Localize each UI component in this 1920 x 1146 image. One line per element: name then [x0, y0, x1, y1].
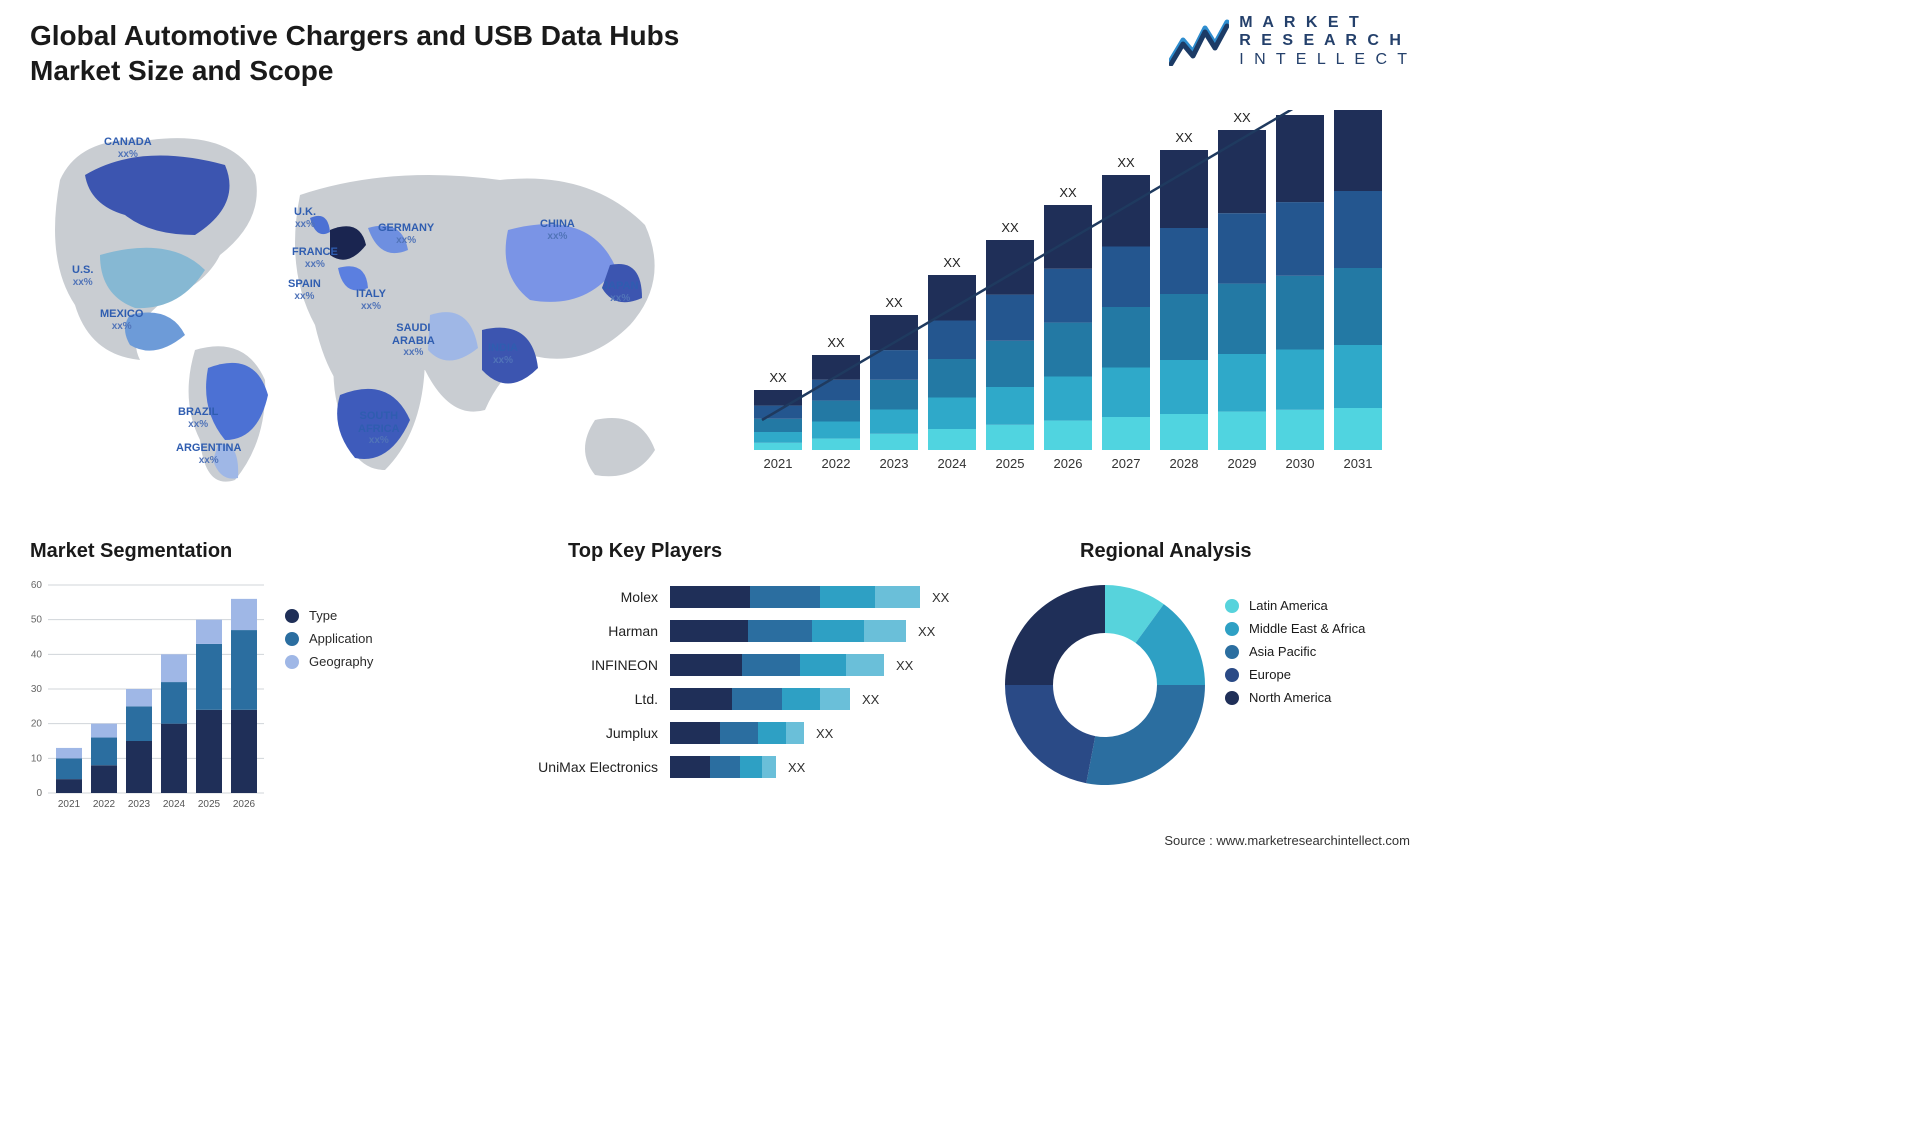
svg-text:10: 10 — [31, 753, 43, 764]
legend-row: Application — [285, 631, 373, 646]
map-label: JAPANxx% — [602, 280, 638, 304]
svg-text:2029: 2029 — [1228, 456, 1257, 471]
map-label: CHINAxx% — [540, 218, 575, 242]
title-text: Global Automotive Chargers and USB Data … — [30, 18, 750, 88]
svg-text:2030: 2030 — [1286, 456, 1315, 471]
legend-row: North America — [1225, 690, 1365, 705]
svg-text:XX: XX — [1233, 110, 1251, 125]
svg-text:XX: XX — [885, 295, 903, 310]
regional-donut — [1000, 580, 1210, 795]
svg-text:2028: 2028 — [1170, 456, 1199, 471]
svg-text:20: 20 — [31, 719, 43, 730]
svg-text:0: 0 — [36, 788, 42, 799]
top-players-heading: Top Key Players — [568, 540, 722, 563]
legend-row: Geography — [285, 654, 373, 669]
map-label: GERMANYxx% — [378, 222, 434, 246]
svg-text:XX: XX — [1059, 185, 1077, 200]
map-label: SAUDIARABIAxx% — [392, 322, 435, 359]
segmentation-legend: Type Application Geography — [285, 600, 373, 677]
svg-text:2026: 2026 — [233, 799, 256, 810]
map-label: FRANCExx% — [292, 246, 338, 270]
logo-line2: R E S E A R C H — [1239, 32, 1404, 49]
player-row: Ltd.XX — [500, 682, 980, 716]
svg-text:40: 40 — [31, 649, 43, 660]
top-players-chart: MolexXXHarmanXXINFINEONXXLtd.XXJumpluxXX… — [500, 580, 980, 784]
legend-row: Europe — [1225, 667, 1365, 682]
logo-line3: I N T E L L E C T — [1239, 51, 1410, 69]
map-label: U.K.xx% — [294, 206, 316, 230]
svg-text:XX: XX — [769, 370, 787, 385]
map-label: MEXICOxx% — [100, 308, 143, 332]
player-row: MolexXX — [500, 580, 980, 614]
svg-text:2025: 2025 — [996, 456, 1025, 471]
legend-row: Middle East & Africa — [1225, 621, 1365, 636]
legend-row: Type — [285, 608, 373, 623]
player-row: JumpluxXX — [500, 716, 980, 750]
map-label: SOUTHAFRICAxx% — [358, 410, 400, 447]
svg-text:XX: XX — [1117, 155, 1135, 170]
svg-text:2024: 2024 — [163, 799, 186, 810]
brand-logo: M A R K E T R E S E A R C H I N T E L L … — [1169, 14, 1410, 69]
segmentation-chart: 0 10 20 30 40 50 60 2021 2022 2023 2024 2025 2026 — [18, 575, 268, 815]
player-row: UniMax ElectronicsXX — [500, 750, 980, 784]
svg-text:2022: 2022 — [822, 456, 851, 471]
svg-text:XX: XX — [827, 335, 845, 350]
svg-text:2023: 2023 — [880, 456, 909, 471]
svg-text:2022: 2022 — [93, 799, 116, 810]
map-label: BRAZILxx% — [178, 406, 218, 430]
svg-text:30: 30 — [31, 684, 43, 695]
regional-heading: Regional Analysis — [1080, 540, 1252, 563]
regional-legend: Latin America Middle East & Africa Asia Pa… — [1225, 590, 1365, 713]
svg-text:XX: XX — [943, 255, 961, 270]
svg-text:2021: 2021 — [58, 799, 81, 810]
map-label: ITALYxx% — [356, 288, 386, 312]
map-label: ARGENTINAxx% — [176, 442, 241, 466]
logo-line1: M A R K E T — [1239, 14, 1361, 31]
svg-text:2023: 2023 — [128, 799, 151, 810]
world-map: CANADAxx% U.S.xx% MEXICOxx% BRAZILxx% ARGENT… — [30, 110, 690, 500]
svg-text:2026: 2026 — [1054, 456, 1083, 471]
svg-text:XX: XX — [1001, 220, 1019, 235]
legend-row: Asia Pacific — [1225, 644, 1365, 659]
svg-text:2021: 2021 — [764, 456, 793, 471]
page-title: Global Automotive Chargers and USB Data … — [30, 18, 750, 88]
player-row: HarmanXX — [500, 614, 980, 648]
svg-text:2031: 2031 — [1344, 456, 1373, 471]
svg-text:60: 60 — [31, 580, 43, 591]
svg-text:XX: XX — [1175, 130, 1193, 145]
svg-text:2025: 2025 — [198, 799, 221, 810]
map-label: SPAINxx% — [288, 278, 321, 302]
svg-text:2027: 2027 — [1112, 456, 1141, 471]
logo-icon — [1169, 18, 1229, 66]
svg-text:2024: 2024 — [938, 456, 967, 471]
segmentation-heading: Market Segmentation — [30, 540, 232, 563]
map-label: U.S.xx% — [72, 264, 93, 288]
source-text: Source : www.marketresearchintellect.com — [1164, 833, 1410, 848]
player-row: INFINEONXX — [500, 648, 980, 682]
legend-row: Latin America — [1225, 598, 1365, 613]
map-label: INDIAxx% — [488, 342, 518, 366]
map-label: CANADAxx% — [104, 136, 152, 160]
svg-text:50: 50 — [31, 615, 43, 626]
growth-chart: XX 2021 XX 2022 XX 2023 XX 2024 XX 2025 XX 2026 XX 20… — [740, 110, 1400, 480]
